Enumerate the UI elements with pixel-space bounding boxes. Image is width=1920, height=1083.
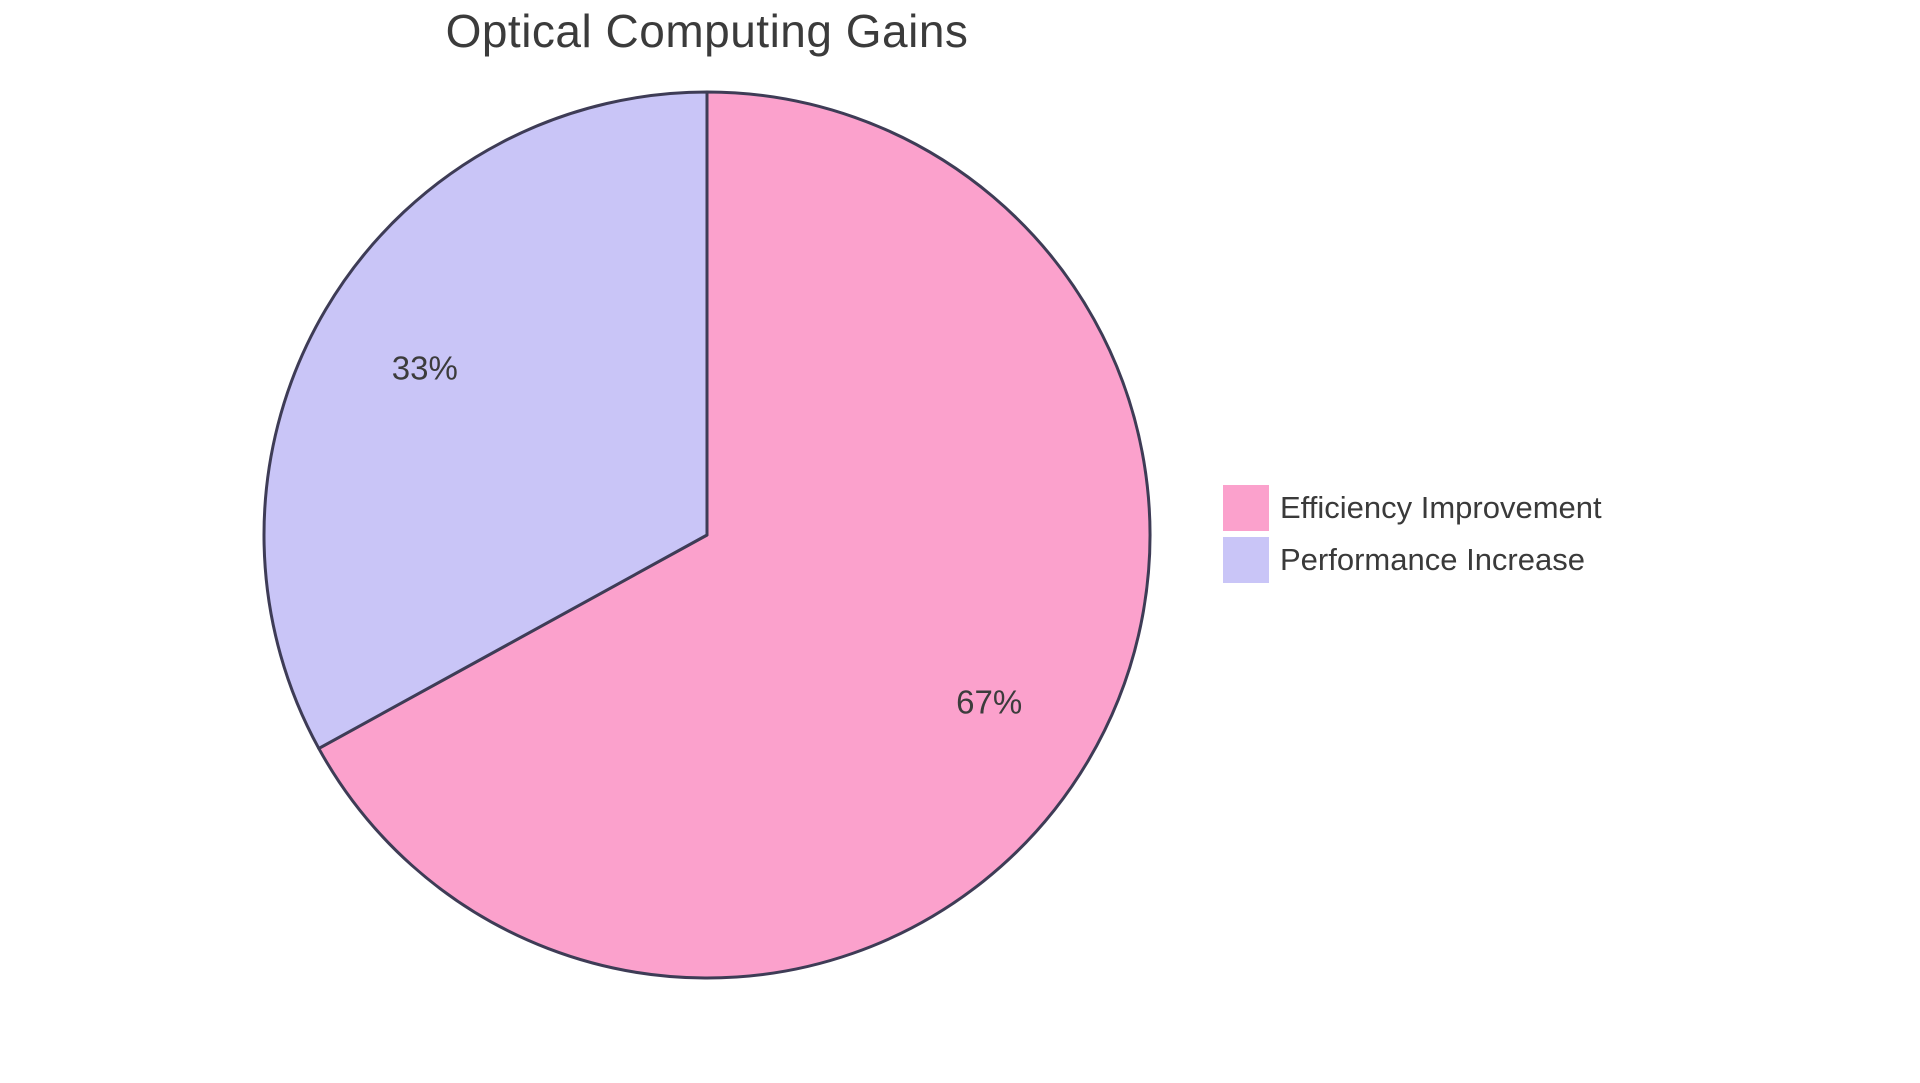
chart-title: Optical Computing Gains (445, 5, 969, 57)
legend: Efficiency Improvement Performance Incre… (1223, 485, 1602, 589)
pie-slice-percent-label-performance-increase: 33% (392, 350, 458, 387)
legend-item-performance-increase[interactable]: Performance Increase (1223, 537, 1602, 583)
pie-slice-efficiency-improvement[interactable] (317, 90, 1152, 980)
legend-item-efficiency-improvement[interactable]: Efficiency Improvement (1223, 485, 1602, 531)
legend-swatch-performance-increase (1223, 537, 1269, 583)
legend-label-efficiency-improvement: Efficiency Improvement (1280, 490, 1602, 525)
pie-slice-percent-label-efficiency-improvement: 67% (956, 683, 1022, 720)
legend-swatch-efficiency-improvement (1223, 485, 1269, 531)
pie-slice-performance-increase[interactable] (262, 90, 709, 750)
legend-label-performance-increase: Performance Increase (1280, 542, 1585, 577)
